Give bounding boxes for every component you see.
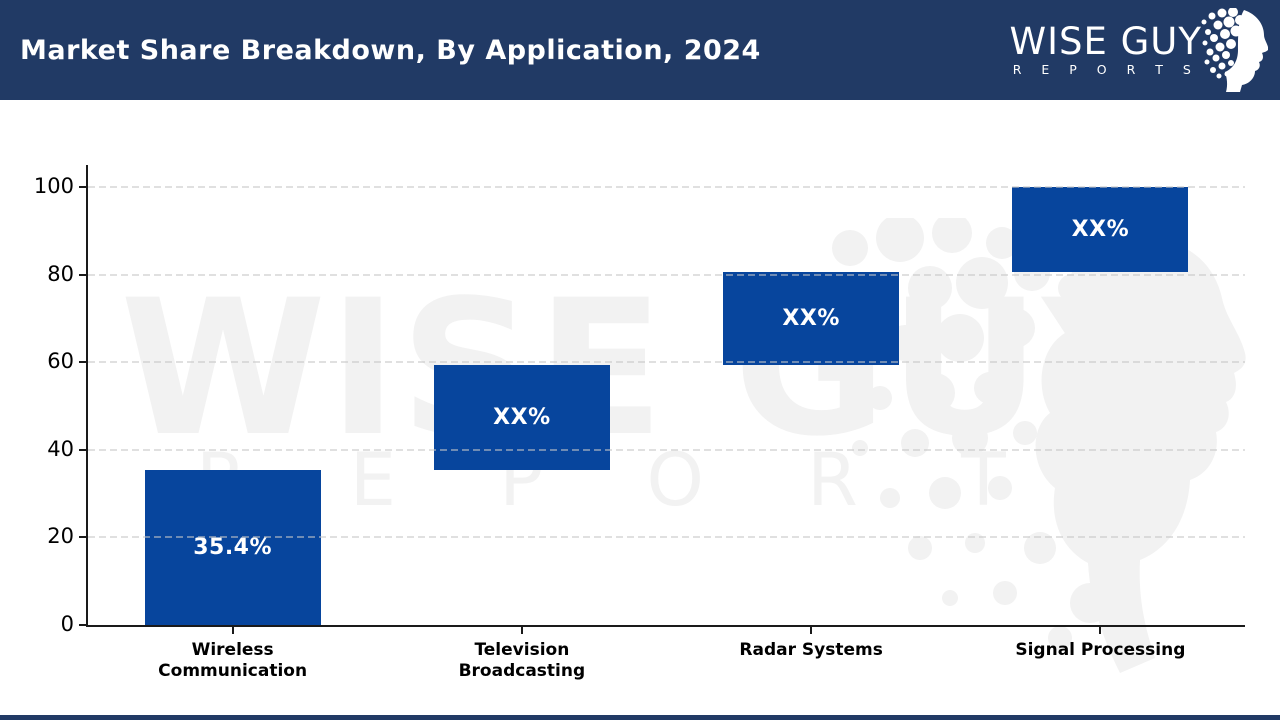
x-tick-mark (1099, 626, 1102, 634)
x-tick-mark (520, 626, 523, 634)
y-tick-label: 20 (47, 524, 74, 549)
footer-strip (0, 715, 1280, 720)
logo-tagline: R E P O R T S (1012, 62, 1199, 77)
y-tick-label: 100 (33, 174, 74, 198)
x-axis-spine (86, 625, 1245, 627)
bar-value-label: XX% (1071, 216, 1130, 242)
wiseguy-logo: WISE GUY R E P O R T S (1010, 8, 1268, 92)
y-tick-label: 0 (60, 612, 74, 636)
gridline (88, 448, 1245, 451)
bar-segment: 35.4% (144, 469, 321, 625)
x-axis-label-line: Radar Systems (739, 640, 883, 660)
gridline (88, 536, 1245, 539)
x-axis-label: Signal Processing (950, 640, 1250, 661)
gridline (88, 273, 1245, 276)
gridline (88, 186, 1245, 188)
gridline (88, 361, 1245, 364)
y-tick-mark (79, 448, 88, 451)
x-tick-mark (231, 626, 234, 634)
page-title: Market Share Breakdown, By Application, … (20, 34, 761, 66)
bar-value-label: 35.4% (193, 534, 273, 560)
y-tick-mark (79, 186, 88, 188)
bar-value-label: XX% (493, 404, 551, 430)
x-axis-label-line: Communication (158, 661, 308, 681)
x-tick-mark (810, 626, 813, 634)
y-tick-mark (79, 361, 88, 364)
bar-segment: XX% (1012, 187, 1189, 272)
bar-segment: XX% (433, 364, 610, 470)
x-axis-label: Television Broadcasting (372, 640, 672, 682)
y-tick-label: 40 (47, 436, 74, 461)
bar-value-label: XX% (782, 305, 840, 331)
x-axis-label-line: Wireless (191, 640, 274, 660)
y-tick-label: 80 (47, 261, 74, 286)
x-axis-label-line: Television (474, 640, 570, 660)
x-axis-label-line: Signal Processing (1015, 640, 1186, 660)
y-tick-mark (79, 273, 88, 276)
bar-segment: XX% (723, 271, 900, 365)
header-bar: Market Share Breakdown, By Application, … (0, 0, 1280, 100)
x-axis-label-line: Broadcasting (458, 661, 586, 681)
x-axis-label: Radar Systems (661, 640, 961, 661)
logo-head-icon (1201, 8, 1268, 92)
x-axis-label: Wireless Communication (83, 640, 383, 682)
y-tick-mark (79, 536, 88, 539)
y-tick-mark (79, 624, 88, 626)
logo-text: WISE GUY R E P O R T S (1010, 23, 1202, 77)
y-tick-label: 60 (47, 349, 74, 374)
y-axis-spine (86, 165, 88, 627)
logo-name: WISE GUY (1009, 20, 1202, 63)
